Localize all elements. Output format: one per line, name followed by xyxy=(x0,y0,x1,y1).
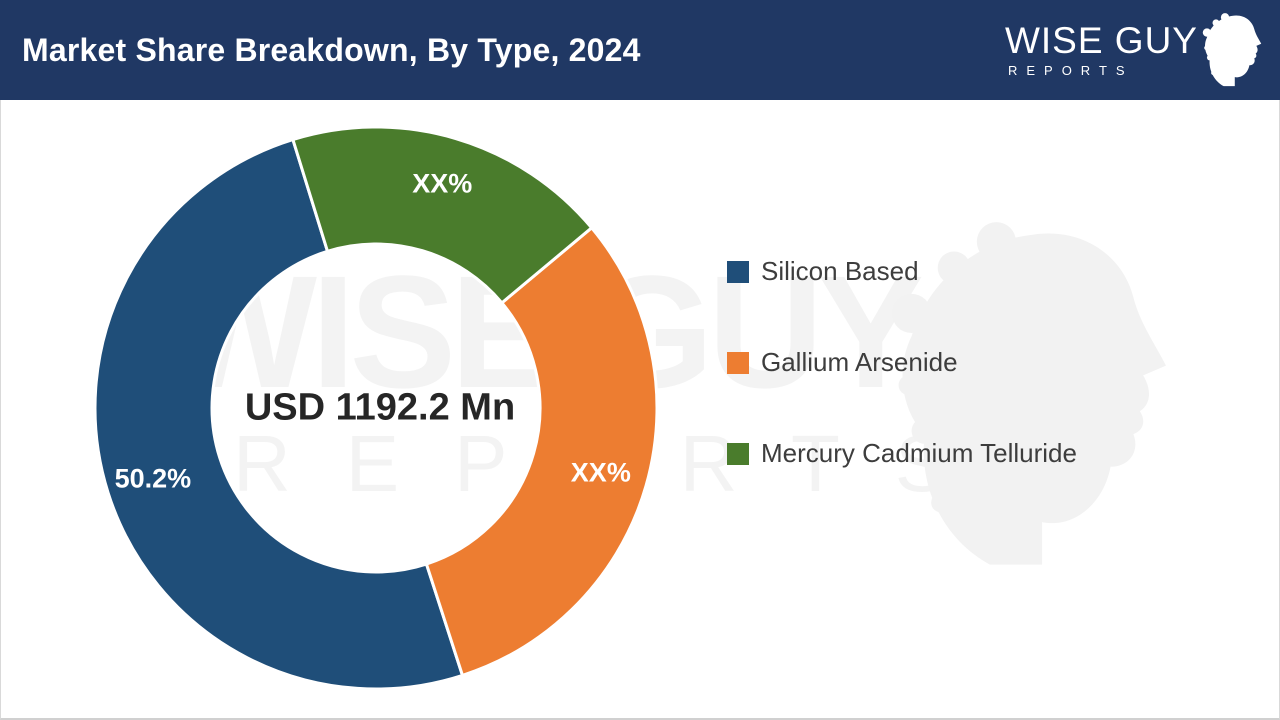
legend-item-silicon-based[interactable]: Silicon Based xyxy=(727,256,1077,287)
donut-segment-1[interactable] xyxy=(424,226,659,677)
legend-swatch-icon xyxy=(727,351,749,374)
logo-wordmark: WISE GUY xyxy=(1004,20,1198,61)
slice-value-label-2: XX% xyxy=(412,168,473,199)
donut-chart xyxy=(93,125,659,691)
logo-face-icon xyxy=(1202,13,1262,87)
wise-guy-logo: WISE GUY REPORTS xyxy=(1005,6,1264,94)
logo-text: WISE GUY REPORTS xyxy=(1005,22,1198,78)
chart-legend: Silicon Based Gallium Arsenide Mercury C… xyxy=(727,256,1077,469)
legend-label: Silicon Based xyxy=(761,256,919,286)
legend-swatch-icon xyxy=(727,442,749,465)
logo-subtitle: REPORTS xyxy=(1007,63,1134,78)
slice-value-label-0: 50.2% xyxy=(114,463,192,494)
legend-swatch-icon xyxy=(727,260,749,283)
donut-segment-2[interactable] xyxy=(291,125,594,305)
legend-label: Gallium Arsenide xyxy=(761,347,958,377)
donut-center-value: USD 1192.2 Mn xyxy=(244,386,516,429)
slice-value-label-1: XX% xyxy=(570,457,631,488)
legend-item-mercury-cadmium-telluride[interactable]: Mercury Cadmium Telluride xyxy=(727,438,1077,469)
page-title: Market Share Breakdown, By Type, 2024 xyxy=(22,31,641,68)
header-bar: Market Share Breakdown, By Type, 2024 WI… xyxy=(0,0,1280,100)
legend-item-gallium-arsenide[interactable]: Gallium Arsenide xyxy=(727,347,1077,378)
chart-canvas: WISE GUY REPORTS USD 1192.2 Mn Silicon B… xyxy=(0,100,1280,720)
legend-label: Mercury Cadmium Telluride xyxy=(761,438,1077,468)
donut-segment-0[interactable] xyxy=(93,138,464,691)
